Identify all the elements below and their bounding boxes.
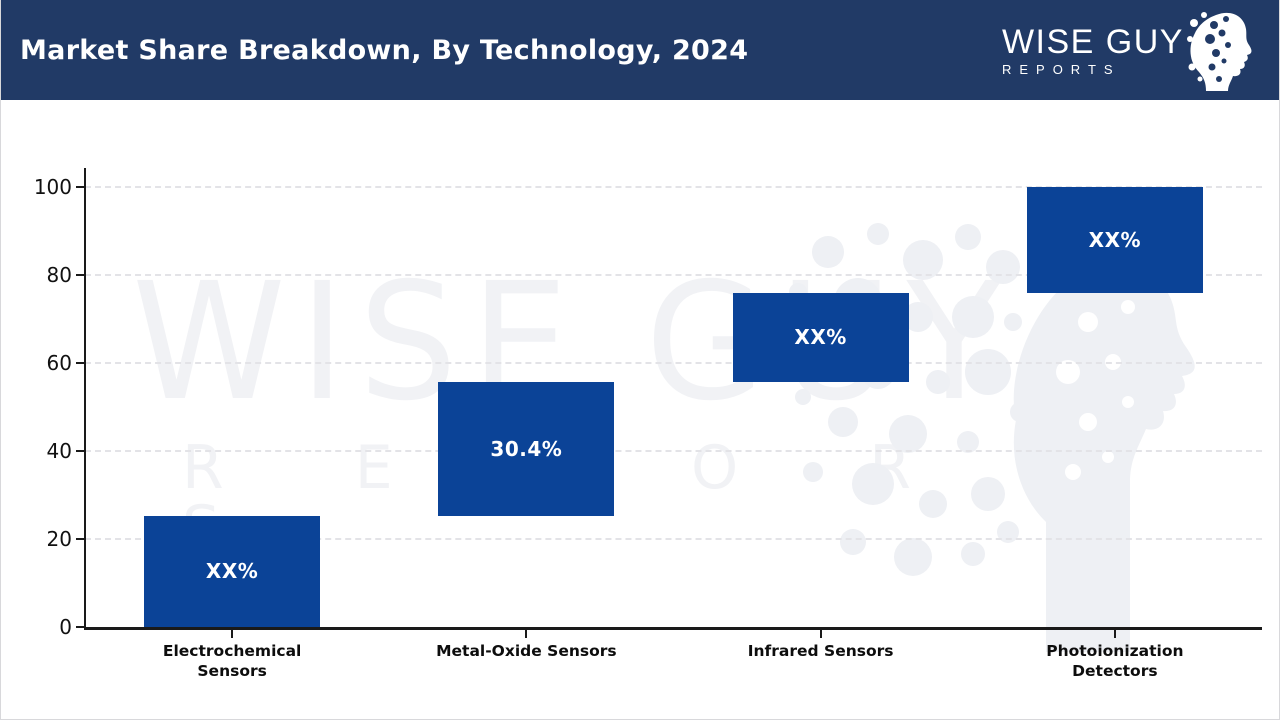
- y-tick-label: 40: [46, 439, 72, 463]
- y-tick-label: 80: [46, 263, 72, 287]
- grid-line: [85, 362, 1262, 364]
- bar-segment: 30.4%: [438, 381, 615, 516]
- x-tick-mark: [231, 630, 234, 638]
- grid-line: [85, 450, 1262, 452]
- y-axis-line: [84, 168, 86, 629]
- bar-data-label: XX%: [794, 325, 847, 350]
- grid-line: [85, 186, 1262, 188]
- y-tick-mark: [76, 450, 85, 452]
- logo-face-icon: [1187, 12, 1252, 91]
- x-tick-mark: [1113, 630, 1116, 638]
- y-tick-label: 0: [59, 615, 72, 639]
- x-category-label: Metal-Oxide Sensors: [436, 642, 617, 660]
- grid-line: [85, 538, 1262, 540]
- x-axis-line: [84, 627, 1262, 630]
- watermark-subtitle: R E P O R T S: [182, 433, 1079, 558]
- wise-guy-logo: WISE GUY REPORTS: [1002, 9, 1254, 91]
- x-category-label: Photoionization Detectors: [1046, 642, 1184, 681]
- y-tick-label: 60: [46, 351, 72, 375]
- y-tick-mark: [76, 274, 85, 276]
- y-tick-label: 20: [46, 527, 72, 551]
- logo-text: WISE GUY REPORTS: [1002, 25, 1184, 76]
- y-tick-mark: [76, 186, 85, 188]
- y-tick-mark: [76, 626, 85, 628]
- x-tick-mark: [819, 630, 822, 638]
- header-bar: Market Share Breakdown, By Technology, 2…: [0, 0, 1280, 100]
- logo-wordmark: WISE GUY: [1001, 22, 1184, 61]
- watermark-face-icon: [789, 223, 1195, 652]
- bar-segment: XX%: [144, 515, 321, 627]
- bar-data-label: XX%: [1088, 227, 1142, 252]
- logo-subtitle: REPORTS: [1001, 61, 1121, 77]
- x-category-label: Infrared Sensors: [747, 642, 894, 660]
- x-category-label: Electrochemical Sensors: [162, 642, 302, 681]
- y-tick-mark: [76, 538, 85, 540]
- bar-data-label: XX%: [205, 559, 259, 584]
- y-tick-mark: [76, 362, 85, 364]
- bar-segment: XX%: [1026, 187, 1203, 293]
- page-title: Market Share Breakdown, By Technology, 2…: [20, 34, 749, 66]
- x-tick-mark: [525, 630, 528, 638]
- bar-data-label: 30.4%: [490, 436, 563, 461]
- grid-line: [85, 274, 1262, 276]
- y-tick-label: 100: [33, 175, 72, 199]
- bar-segment: XX%: [732, 292, 909, 382]
